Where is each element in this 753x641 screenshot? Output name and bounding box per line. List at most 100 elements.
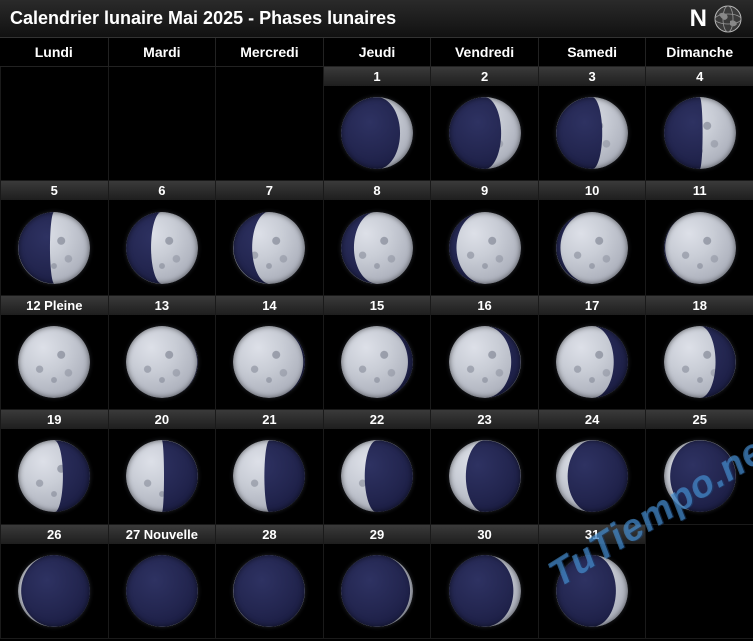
calendar-cell: 19 [0, 410, 108, 524]
date-label: 3 [539, 67, 646, 86]
calendar-cell: 17 [538, 296, 646, 410]
weekday-label: Jeudi [323, 38, 431, 67]
moon-phase-icon [109, 200, 216, 294]
moon-phase-icon [646, 429, 753, 523]
moon-phase-icon [216, 315, 323, 409]
calendar-cell: 28 [215, 525, 323, 639]
globe-icon[interactable] [713, 4, 743, 34]
date-label: 10 [539, 181, 646, 200]
date-label: 25 [646, 410, 753, 429]
weekday-label: Dimanche [645, 38, 753, 67]
calendar-cell [215, 67, 323, 181]
moon-phase-icon [324, 315, 431, 409]
date-label: 16 [431, 296, 538, 315]
date-label: 6 [109, 181, 216, 200]
date-label: 9 [431, 181, 538, 200]
moon-phase-icon [216, 429, 323, 523]
calendar-cell: 3 [538, 67, 646, 181]
date-label: 30 [431, 525, 538, 544]
date-label: 1 [324, 67, 431, 86]
moon-phase-icon [1, 315, 108, 409]
calendar-cell: 7 [215, 181, 323, 295]
date-label: 24 [539, 410, 646, 429]
calendar-cell: 20 [108, 410, 216, 524]
calendar-cell: 15 [323, 296, 431, 410]
moon-phase-icon [324, 429, 431, 523]
date-label: 23 [431, 410, 538, 429]
calendar-cell: 10 [538, 181, 646, 295]
date-label: 19 [1, 410, 108, 429]
moon-phase-icon [1, 429, 108, 523]
moon-phase-icon [324, 86, 431, 180]
calendar-cell: 14 [215, 296, 323, 410]
date-label: 12 Pleine [1, 296, 108, 315]
date-label: 21 [216, 410, 323, 429]
calendar-cell: 1 [323, 67, 431, 181]
weekday-label: Lundi [0, 38, 108, 67]
date-label: 2 [431, 67, 538, 86]
calendar-grid: 123456789101112 Pleine131415161718192021… [0, 67, 753, 639]
calendar-cell: 18 [645, 296, 753, 410]
calendar-cell: 4 [645, 67, 753, 181]
moon-phase-icon [1, 200, 108, 294]
calendar-cell: 24 [538, 410, 646, 524]
date-label: 15 [324, 296, 431, 315]
moon-phase-icon [431, 86, 538, 180]
date-label: 18 [646, 296, 753, 315]
calendar-cell [645, 525, 753, 639]
moon-phase-icon [216, 200, 323, 294]
moon-phase-icon [431, 544, 538, 638]
calendar-cell: 31 [538, 525, 646, 639]
calendar-cell: 9 [430, 181, 538, 295]
weekday-header: LundiMardiMercrediJeudiVendrediSamediDim… [0, 38, 753, 67]
calendar-cell: 5 [0, 181, 108, 295]
weekday-label: Samedi [538, 38, 646, 67]
date-label: 8 [324, 181, 431, 200]
moon-phase-icon [646, 315, 753, 409]
calendar-cell: 26 [0, 525, 108, 639]
weekday-label: Mardi [108, 38, 216, 67]
moon-phase-icon [324, 544, 431, 638]
moon-phase-icon [109, 429, 216, 523]
calendar-cell: 16 [430, 296, 538, 410]
date-label: 26 [1, 525, 108, 544]
calendar-cell: 6 [108, 181, 216, 295]
moon-phase-icon [431, 315, 538, 409]
date-label: 29 [324, 525, 431, 544]
calendar-cell: 12 Pleine [0, 296, 108, 410]
moon-phase-icon [431, 429, 538, 523]
weekday-label: Vendredi [430, 38, 538, 67]
moon-phase-icon [109, 544, 216, 638]
calendar-cell: 29 [323, 525, 431, 639]
date-label: 27 Nouvelle [109, 525, 216, 544]
calendar-cell: 21 [215, 410, 323, 524]
moon-phase-icon [109, 315, 216, 409]
calendar-cell [0, 67, 108, 181]
calendar-cell: 11 [645, 181, 753, 295]
calendar-cell: 2 [430, 67, 538, 181]
moon-phase-icon [1, 544, 108, 638]
page-title: Calendrier lunaire Mai 2025 - Phases lun… [10, 8, 396, 29]
moon-phase-icon [539, 544, 646, 638]
date-label: 22 [324, 410, 431, 429]
moon-phase-icon [324, 200, 431, 294]
date-label: 28 [216, 525, 323, 544]
date-label: 4 [646, 67, 753, 86]
date-label: 14 [216, 296, 323, 315]
date-label: 13 [109, 296, 216, 315]
moon-phase-icon [539, 200, 646, 294]
date-label: 5 [1, 181, 108, 200]
header-controls: N [690, 4, 743, 34]
calendar-cell: 25 [645, 410, 753, 524]
moon-phase-icon [646, 86, 753, 180]
calendar-cell [108, 67, 216, 181]
calendar-cell: 23 [430, 410, 538, 524]
date-label: 7 [216, 181, 323, 200]
calendar-cell: 30 [430, 525, 538, 639]
date-label: 31 [539, 525, 646, 544]
hemisphere-label: N [690, 5, 707, 33]
moon-phase-icon [539, 315, 646, 409]
weekday-label: Mercredi [215, 38, 323, 67]
moon-phase-icon [216, 544, 323, 638]
calendar-cell: 27 Nouvelle [108, 525, 216, 639]
